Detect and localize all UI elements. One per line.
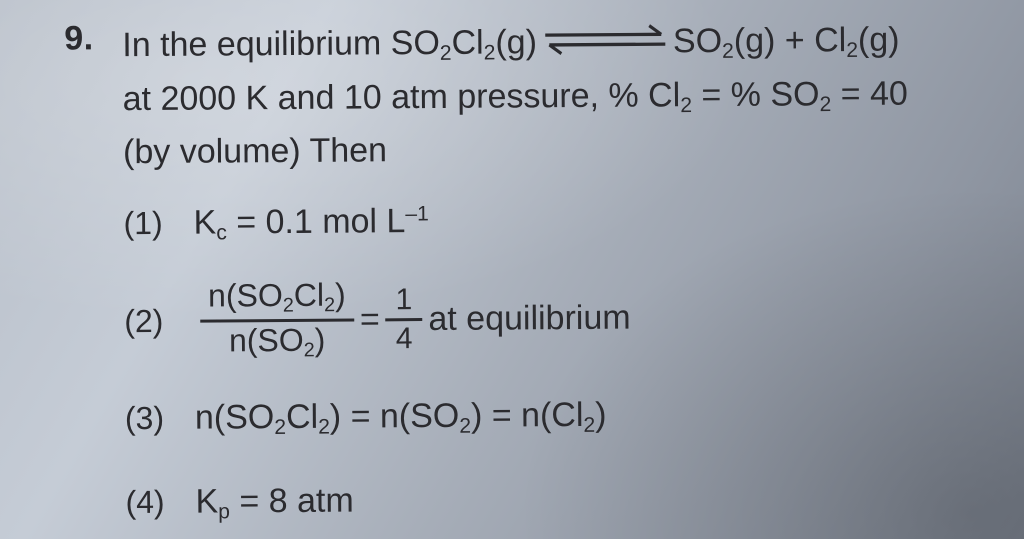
- t: Cl: [814, 21, 846, 59]
- t: Cl: [294, 277, 324, 313]
- fraction-1: n(SO2Cl2) n(SO2): [200, 279, 354, 362]
- option-4: (4) Kp = 8 atm: [125, 470, 987, 530]
- fraction-2: 1 4: [385, 284, 422, 354]
- t: SO: [391, 24, 440, 62]
- option-2: (2) n(SO2Cl2) n(SO2) = 1 4 at equilibriu…: [124, 274, 987, 362]
- fraction-denominator: 4: [386, 323, 423, 355]
- t: = 0.1 mol L: [227, 202, 406, 241]
- fraction-numerator: n(SO2Cl2): [200, 279, 354, 317]
- t: p: [218, 500, 230, 523]
- eq-lhs: SO2Cl2(g): [391, 23, 538, 62]
- t: (g): [858, 21, 900, 59]
- question-number: 9.: [64, 19, 104, 58]
- t: 2: [440, 42, 452, 65]
- question-text-line1: In the equilibrium SO2Cl2(g) SO2(g) + Cl…: [122, 14, 900, 73]
- t: at 2000 K and 10 atm pressure, % Cl: [123, 76, 681, 118]
- t: ): [595, 396, 607, 434]
- t: = 40: [831, 74, 908, 113]
- t: 2: [583, 414, 595, 437]
- option-number: (3): [125, 400, 177, 437]
- fraction-numerator: 1: [385, 284, 422, 316]
- t: K: [195, 482, 218, 520]
- t: 2: [484, 41, 496, 64]
- t: 2: [680, 94, 692, 117]
- t: ) = n(Cl: [471, 396, 584, 435]
- option-number: (2): [124, 302, 176, 339]
- t: n(SO: [208, 277, 283, 314]
- t: –1: [405, 202, 429, 225]
- question-line-3: (by volume) Then: [123, 120, 985, 179]
- question-line-2: at 2000 K and 10 atm pressure, % Cl2 = %…: [123, 67, 985, 127]
- t: 2: [324, 295, 335, 317]
- t: 2: [722, 40, 734, 63]
- option-text: n(SO2Cl2) = n(SO2) = n(Cl2): [195, 389, 607, 445]
- t: ): [315, 321, 326, 357]
- t: 2: [274, 416, 286, 439]
- t: = % SO: [692, 75, 820, 114]
- t: 2: [304, 339, 315, 361]
- t: n(SO: [229, 322, 304, 359]
- t: (g): [734, 22, 776, 60]
- option-text: n(SO2Cl2) n(SO2) = 1 4 at equilibrium: [194, 277, 631, 362]
- question-block: 9. In the equilibrium SO2Cl2(g) SO2(g) +…: [0, 0, 1024, 539]
- t: 2: [283, 295, 294, 317]
- fraction-bar: [386, 318, 423, 321]
- option-number: (4): [125, 484, 177, 521]
- t: n(SO: [195, 398, 275, 437]
- t: =: [360, 293, 380, 346]
- equilibrium-arrow-icon: [541, 23, 669, 54]
- t: = 8 atm: [230, 481, 354, 520]
- t: Cl: [451, 24, 483, 62]
- t: 2: [459, 415, 471, 438]
- option-3: (3) n(SO2Cl2) = n(SO2) = n(Cl2): [125, 386, 987, 446]
- t: at equilibrium: [428, 291, 631, 345]
- options-list: (1) Kc = 0.1 mol L–1 (2) n(SO2Cl2) n(SO2…: [65, 191, 987, 530]
- t: 2: [846, 39, 858, 62]
- eq-rhs: SO2(g) + Cl2(g): [673, 21, 900, 61]
- t: Cl: [286, 398, 318, 436]
- t: c: [216, 221, 227, 244]
- t: K: [193, 203, 216, 241]
- q-prefix: In the equilibrium: [122, 24, 391, 64]
- option-1: (1) Kc = 0.1 mol L–1: [123, 191, 985, 251]
- t: 2: [318, 416, 330, 439]
- fraction-denominator: n(SO2): [221, 323, 334, 361]
- t: 2: [819, 93, 831, 116]
- t: ): [335, 277, 346, 313]
- t: (g): [495, 23, 537, 61]
- option-text: Kp = 8 atm: [195, 474, 354, 529]
- option-number: (1): [123, 205, 175, 242]
- t: +: [775, 21, 814, 59]
- t: ) = n(SO: [330, 397, 460, 436]
- question-line-1: 9. In the equilibrium SO2Cl2(g) SO2(g) +…: [64, 13, 984, 73]
- t: SO: [673, 22, 722, 60]
- option-text: Kc = 0.1 mol L–1: [193, 195, 429, 250]
